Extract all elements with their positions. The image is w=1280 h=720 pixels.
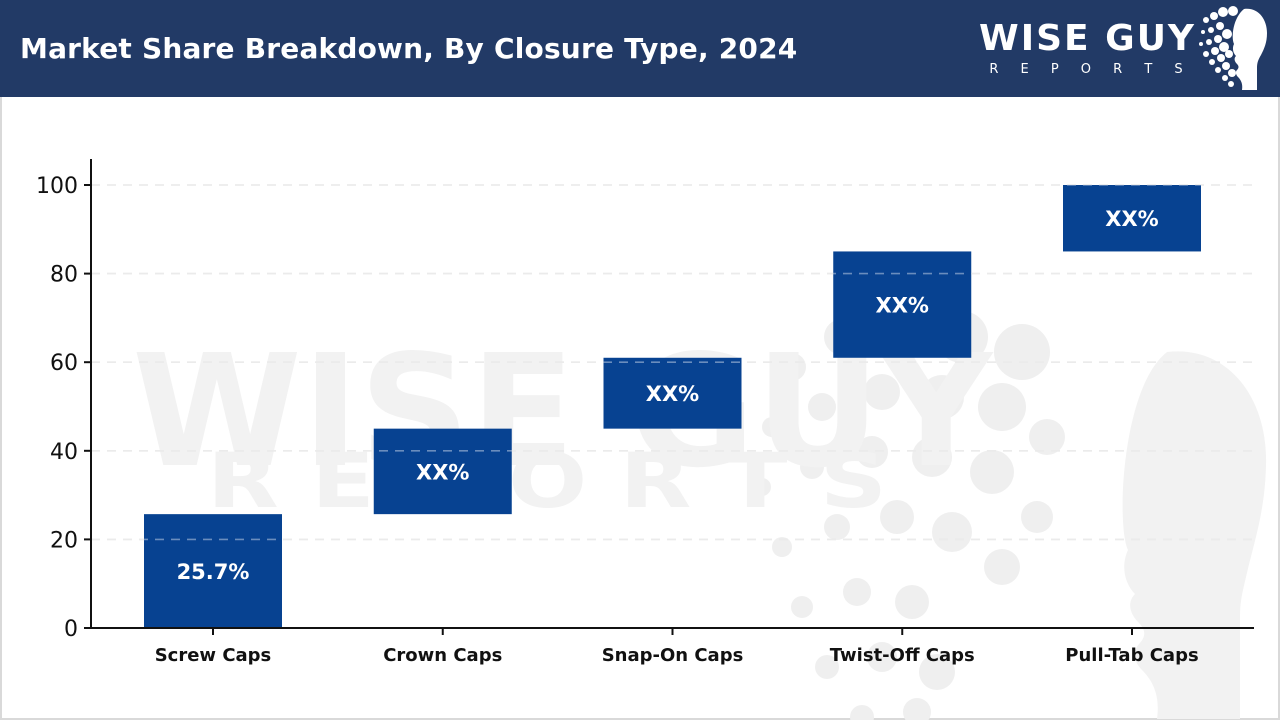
bar-segment [373, 428, 512, 515]
category-label: Twist-Off Caps [830, 645, 975, 666]
axes [84, 159, 1254, 635]
brand-subname: R E P O R T S [989, 61, 1192, 77]
bars [144, 185, 1201, 628]
bar-value-label: XX% [416, 460, 469, 484]
header-bar: Market Share Breakdown, By Closure Type,… [0, 0, 1280, 97]
bar-value-label: XX% [646, 382, 699, 406]
category-label: Crown Caps [383, 645, 502, 666]
bar-value-label: XX% [876, 294, 929, 318]
brand-head-icon [1199, 5, 1267, 90]
bar-segment [833, 251, 972, 358]
y-tick-label: 0 [64, 617, 78, 642]
y-tick-label: 80 [50, 263, 78, 288]
brand-logo: WISE GUY R E P O R T S [978, 5, 1270, 92]
bar-segment [1063, 185, 1201, 252]
axis-and-bar-labels: 25.7% Screw Caps XX% Crown Caps XX% Snap-On C… [36, 174, 1199, 666]
brand-name: WISE GUY [978, 17, 1196, 59]
y-tick-label: 60 [50, 351, 78, 376]
page-title: Market Share Breakdown, By Closure Type,… [20, 32, 798, 65]
plot-area: WISE GUY R E P O R T S 25.7% Screw Caps XX… [2, 97, 1280, 720]
bar-value-label: 25.7% [177, 560, 250, 584]
y-tick-label: 20 [50, 528, 78, 553]
y-tick-label: 40 [50, 440, 78, 465]
category-label: Pull-Tab Caps [1065, 645, 1198, 666]
category-label: Snap-On Caps [602, 645, 744, 666]
bar-value-label: XX% [1105, 207, 1158, 231]
watermark-text-line2: R E P O R T S [207, 436, 887, 525]
brand-wordmark: WISE GUY R E P O R T S [978, 17, 1196, 77]
bar-segment [603, 357, 742, 429]
bar-segment [144, 514, 282, 628]
waterfall-chart: WISE GUY R E P O R T S 25.7%Screw CapsXX… [36, 159, 1267, 720]
gridlines-over-bars [91, 184, 1254, 541]
category-label: Screw Caps [155, 645, 272, 666]
y-tick-label: 100 [36, 174, 78, 199]
